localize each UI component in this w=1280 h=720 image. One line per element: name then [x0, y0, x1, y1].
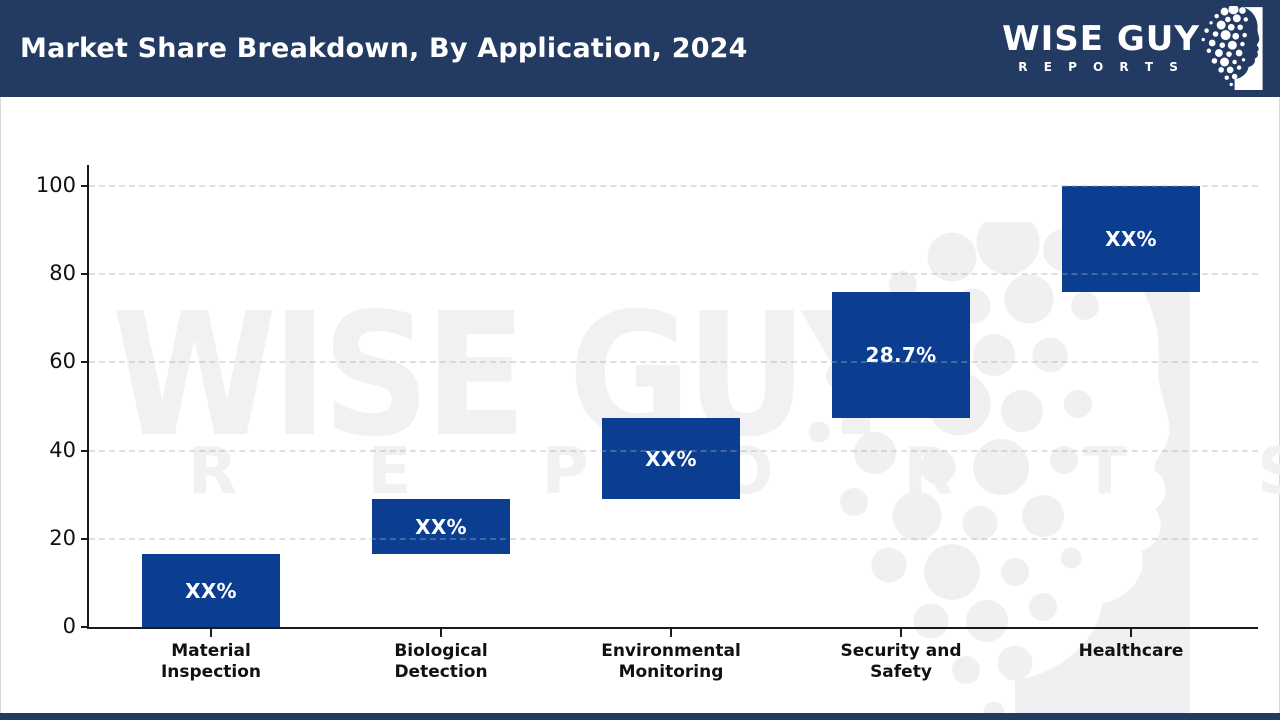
x-axis-line [87, 627, 1258, 629]
logo-brand-text: WISE GUY [1002, 19, 1200, 60]
footer-bar [0, 713, 1280, 720]
watermark-brand-text: WISE GUY [112, 277, 910, 475]
y-axis-tick-mark [81, 273, 89, 276]
y-axis-tick-mark [81, 185, 89, 187]
wiseguy-face-icon [1201, 6, 1263, 90]
y-axis-tick-label: 20 [49, 525, 76, 550]
x-axis-tick-mark [670, 629, 672, 637]
gridline-60 [89, 361, 1258, 364]
x-axis-tick-mark [900, 629, 902, 637]
y-axis-tick-mark [81, 449, 89, 452]
gridline-20 [89, 537, 1258, 540]
bar-environmental-monitoring: XX% [602, 418, 740, 500]
bar-value-label: XX% [1105, 226, 1157, 251]
category-label-environmental-monitoring: Environmental Monitoring [601, 641, 741, 682]
bar-value-label: XX% [645, 446, 697, 471]
y-axis-tick-mark [81, 626, 89, 628]
x-axis-tick-mark [210, 629, 212, 637]
gridline-100 [89, 185, 1258, 187]
bar-value-label: 28.7% [865, 343, 937, 368]
gridline-80 [89, 273, 1258, 276]
y-axis-tick-label: 40 [49, 437, 76, 462]
category-label-healthcare: Healthcare [1078, 641, 1184, 661]
chart-title: Market Share Breakdown, By Application, … [20, 33, 748, 64]
gridline-40 [89, 449, 1258, 452]
y-axis-tick-label: 0 [62, 614, 76, 638]
wiseguy-logo: WISE GUY R E P O R T S [1002, 6, 1268, 90]
y-axis-tick-label: 100 [35, 173, 76, 197]
y-axis-tick-label: 80 [49, 261, 76, 286]
bar-healthcare: XX% [1062, 186, 1200, 292]
y-axis-tick-mark [81, 537, 89, 540]
bar-biological-detection: XX% [372, 499, 510, 555]
y-axis-tick-label: 60 [49, 349, 76, 374]
x-axis-tick-mark [440, 629, 442, 637]
category-label-security-and-safety: Security and Safety [840, 641, 962, 682]
y-axis-tick-mark [81, 361, 89, 364]
x-axis-tick-mark [1130, 629, 1132, 637]
category-label-material-inspection: Material Inspection [160, 641, 262, 682]
header-bar: Market Share Breakdown, By Application, … [0, 0, 1280, 97]
bar-material-inspection: XX% [142, 554, 280, 627]
logo-reports-text: R E P O R T S [1018, 59, 1184, 74]
chart-area: WISE GUY R E P O R T S 020406080100XX%XX… [0, 97, 1280, 720]
bar-value-label: XX% [415, 514, 467, 539]
category-label-biological-detection: Biological Detection [394, 641, 488, 682]
bar-security-and-safety: 28.7% [832, 291, 970, 419]
y-axis-line [87, 165, 89, 629]
bar-value-label: XX% [185, 578, 237, 603]
